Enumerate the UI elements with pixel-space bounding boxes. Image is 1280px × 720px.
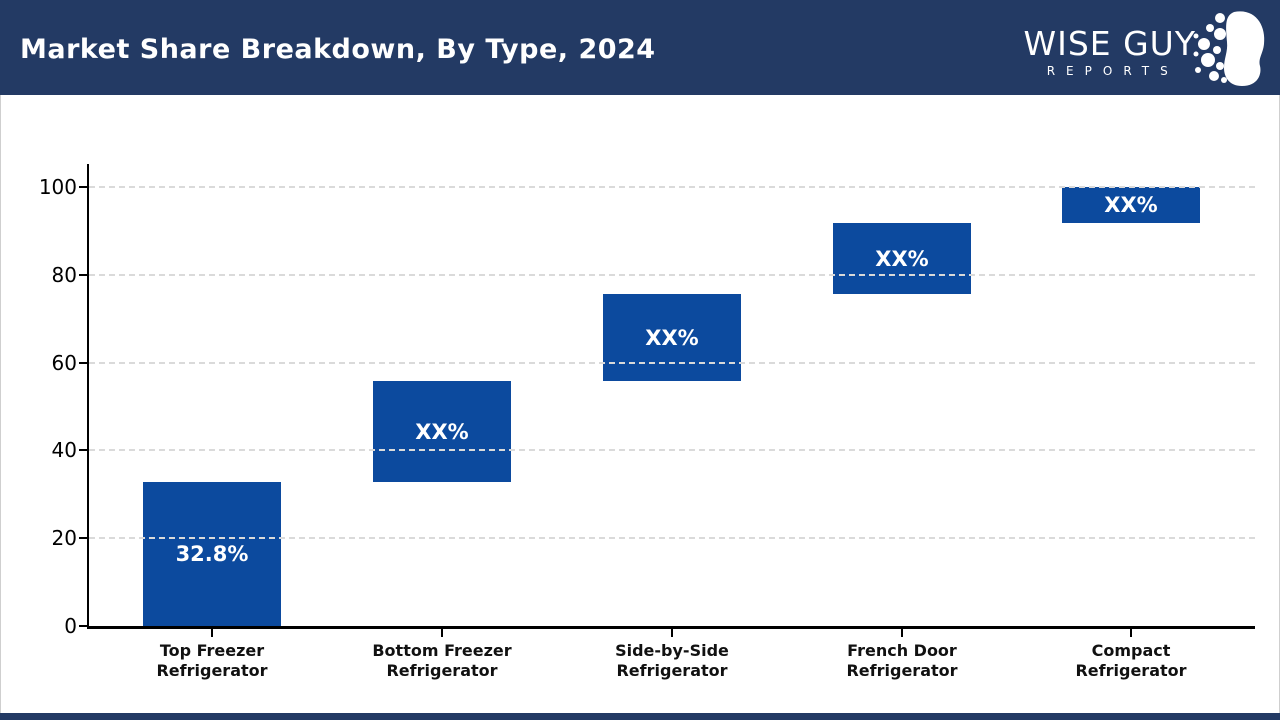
y-tick-mark [79, 537, 88, 540]
footer-bar [0, 713, 1280, 720]
gridline [89, 273, 1255, 276]
y-tick-mark [79, 361, 88, 364]
x-tick-mark [901, 628, 903, 637]
brand-face-icon [1193, 11, 1265, 86]
bar-value-label: XX% [415, 419, 469, 444]
x-tick-mark [211, 628, 213, 637]
gridline [89, 537, 1255, 540]
chart-area: 0 20 40 60 80 100 32.8% Top Freezer Refrigerator… [0, 95, 1280, 714]
gridline [89, 186, 1255, 188]
y-tick-label: 60 [51, 350, 77, 375]
bar [143, 482, 281, 626]
bar-value-label: 32.8% [175, 542, 249, 566]
category-label: Compact Refrigerator [1011, 641, 1251, 681]
chart-title: Market Share Breakdown, By Type, 2024 [20, 34, 656, 65]
y-tick-label: 80 [51, 262, 77, 287]
header-bar: Market Share Breakdown, By Type, 2024 WI… [0, 0, 1280, 95]
x-axis-spine [87, 626, 1255, 629]
y-tick-mark [79, 625, 88, 627]
y-tick-label: 40 [51, 438, 77, 463]
y-tick-label: 0 [64, 614, 77, 638]
gridline [89, 361, 1255, 364]
category-label: Top Freezer Refrigerator [92, 641, 332, 681]
category-label-line: Refrigerator [846, 661, 958, 680]
category-label: Side-by-Side Refrigerator [552, 641, 792, 681]
category-label: Bottom Freezer Refrigerator [322, 641, 562, 681]
category-label-line: Refrigerator [616, 661, 728, 680]
bar [833, 222, 971, 295]
brand-logo: WISE GUY REPORTS [1018, 4, 1268, 92]
y-tick-mark [79, 186, 88, 188]
category-label-line: French Door [847, 641, 957, 660]
category-label-line: Refrigerator [156, 661, 268, 680]
x-tick-mark [441, 628, 443, 637]
category-label-line: Side-by-Side [615, 641, 729, 660]
bar-value-label: XX% [645, 325, 699, 350]
x-tick-mark [671, 628, 673, 637]
bar [603, 294, 741, 382]
bar [373, 381, 511, 482]
y-tick-mark [79, 273, 88, 276]
brand-subname: REPORTS [1046, 64, 1179, 78]
y-tick-mark [79, 449, 88, 452]
bar-value-label: XX% [875, 246, 929, 271]
y-tick-label: 100 [38, 175, 77, 199]
y-tick-label: 20 [51, 526, 77, 551]
brand-name: WISE GUY [1023, 24, 1196, 63]
x-tick-mark [1130, 628, 1132, 637]
category-label-line: Bottom Freezer [372, 641, 512, 660]
bar-value-label: XX% [1104, 192, 1158, 217]
gridline [89, 449, 1255, 452]
category-label: French Door Refrigerator [782, 641, 1022, 681]
category-label-line: Refrigerator [386, 661, 498, 680]
y-axis-spine [87, 164, 89, 629]
brand-logo-text: WISE GUY REPORTS [1023, 24, 1196, 78]
category-label-line: Compact [1091, 641, 1171, 660]
category-label-line: Top Freezer [159, 641, 265, 660]
category-label-line: Refrigerator [1075, 661, 1187, 680]
